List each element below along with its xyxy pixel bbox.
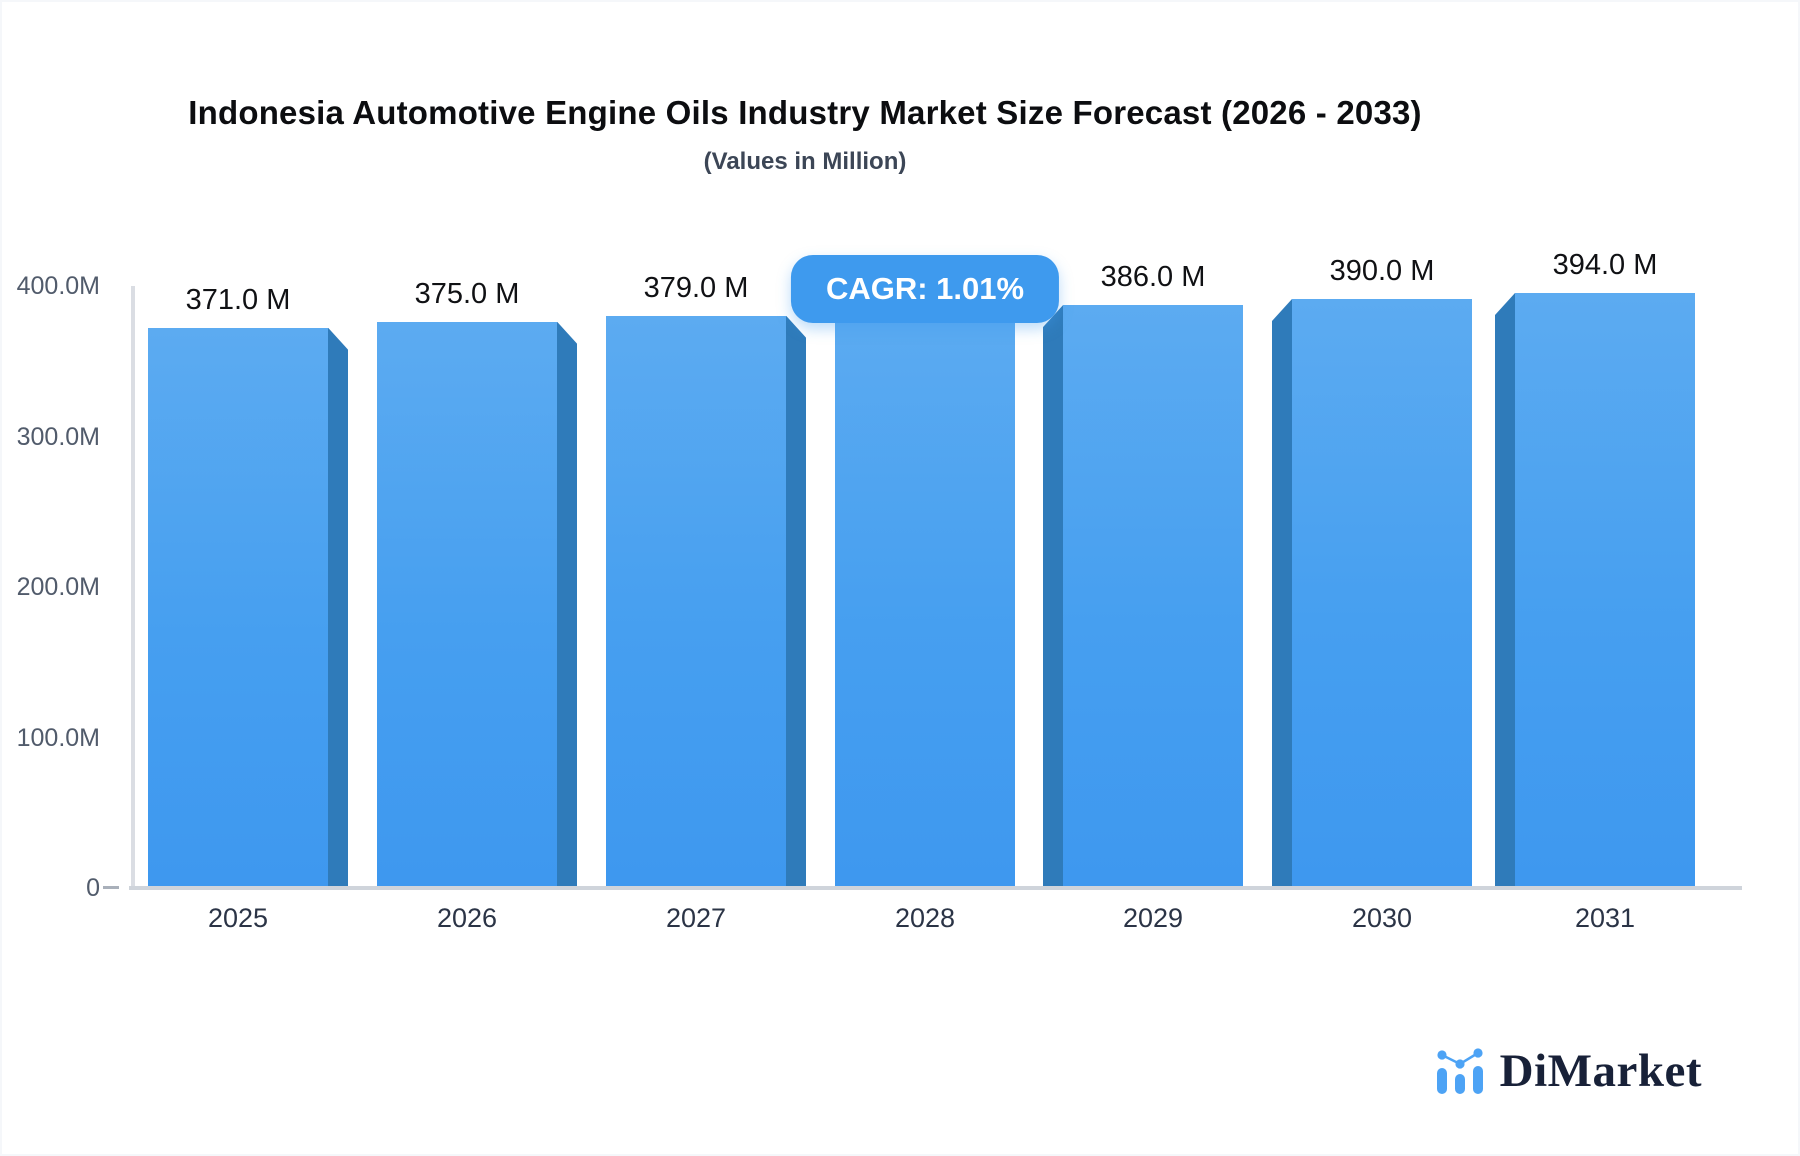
cagr-annotation-badge: CAGR: 1.01% (790, 255, 1060, 323)
brand-logo-text: DiMarket (1499, 1045, 1702, 1097)
bar-2027[interactable] (606, 315, 786, 886)
y-axis-tick-mark (103, 886, 119, 889)
y-axis-line (131, 286, 135, 888)
bar-line-chart-icon (1436, 1048, 1483, 1094)
x-axis-category-label: 2027 (665, 903, 727, 933)
x-axis-category-label: 2026 (436, 903, 498, 933)
y-axis-tick-label: 100.0M (16, 723, 100, 752)
bar-value-label: 375.0 M (414, 277, 520, 310)
bar-value-label: 386.0 M (1100, 261, 1206, 294)
bar-2028[interactable] (835, 310, 1015, 886)
bar-2025[interactable] (148, 327, 328, 886)
bar-value-label: 379.0 M (643, 271, 749, 304)
bar-2031[interactable] (1515, 293, 1695, 886)
x-axis-category-label: 2030 (1351, 903, 1413, 933)
chart-title: Indonesia Automotive Engine Oils Industr… (188, 94, 1422, 131)
bar-3d-side-2025 (328, 327, 348, 886)
bar-3d-side-2030 (1272, 299, 1292, 886)
x-axis-category-label: 2028 (894, 903, 956, 933)
bar-2030[interactable] (1292, 299, 1472, 886)
x-axis-category-label: 2031 (1574, 903, 1636, 933)
bar-3d-side-2027 (786, 315, 806, 886)
y-axis-tick-label: 400.0M (16, 272, 100, 300)
x-axis-category-label: 2025 (207, 903, 269, 933)
bar-value-label: 394.0 M (1552, 249, 1658, 282)
x-axis-line (129, 886, 1742, 890)
bar-3d-side-2026 (557, 321, 577, 886)
y-axis-tick-label: 200.0M (16, 573, 100, 601)
bar-2026[interactable] (377, 321, 557, 886)
bar-3d-side-2031 (1495, 293, 1515, 886)
bar-value-label: 371.0 M (185, 283, 291, 316)
bar-value-label: 390.0 M (1329, 255, 1435, 288)
bar-2029[interactable] (1063, 305, 1243, 886)
y-axis-tick-label: 0 (86, 874, 100, 902)
x-axis-category-label: 2029 (1122, 903, 1184, 933)
brand-logo: DiMarket (1434, 1044, 1702, 1098)
y-axis-tick-label: 300.0M (16, 422, 100, 451)
bar-3d-side-2029 (1043, 305, 1063, 886)
chart-subtitle: (Values in Million) (703, 148, 907, 175)
